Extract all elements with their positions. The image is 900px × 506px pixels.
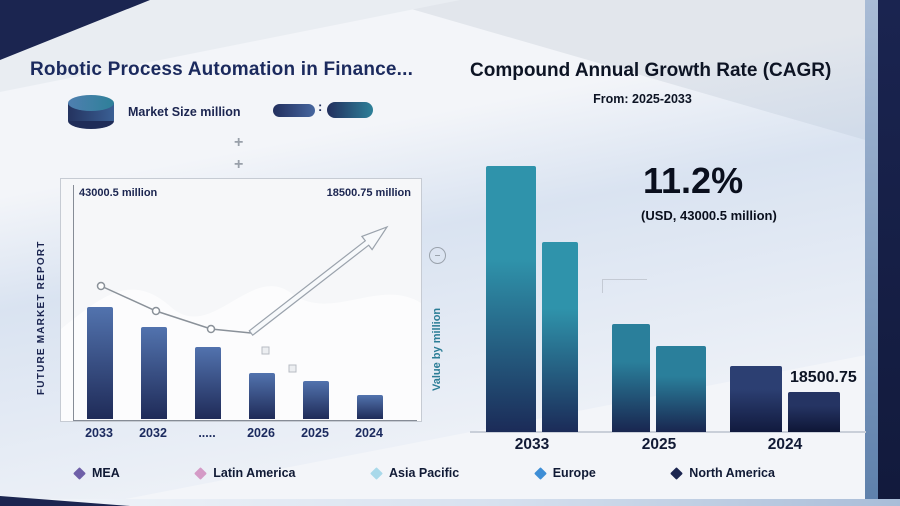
cagr-group-2033: 2033 [486, 166, 578, 456]
legend-item-asia-pacific: Asia Pacific [370, 466, 460, 480]
cagr-axis-label: 2024 [767, 436, 803, 453]
value-label-2024: 18500.75 million [326, 187, 411, 199]
cagr-bar [656, 346, 706, 432]
right-edge-navy-strip [878, 0, 900, 506]
market-axis-label: ..... [198, 426, 216, 440]
market-bar-cell [127, 307, 181, 419]
corner-wedge-bottom-left [0, 496, 130, 506]
legend-label: North America [689, 466, 775, 480]
cagr-percent-value: 11.2% [643, 160, 744, 201]
diamond-icon [194, 466, 208, 480]
gradient-pill-right-icon [327, 102, 373, 118]
cagr-axis-label: 2033 [514, 436, 550, 453]
cagr-axis-label: 2025 [641, 436, 677, 453]
cagr-subtitle: From: 2025-2033 [593, 92, 692, 106]
cagr-bars [612, 324, 706, 432]
market-axis-labels: 2033 2032..... 2026 2025 2024 [72, 426, 396, 440]
market-bar-2032 [141, 327, 167, 419]
gradient-pill-left-icon [273, 104, 315, 117]
market-axis-label: 2024 [355, 426, 383, 440]
cagr-bar [730, 366, 782, 432]
region-legend: MEA Latin America Asia Pacific Europe North … [73, 466, 775, 480]
market-axis-label: 2033 [85, 426, 113, 440]
legend-label: Asia Pacific [389, 466, 460, 480]
legend-item-north-america: North America [670, 466, 775, 480]
legend-label: Europe [552, 466, 596, 480]
legend-label: MEA [92, 466, 120, 480]
cagr-usd-note: (USD, 43000.5 million) [641, 208, 777, 223]
circle-minus-icon: – [429, 247, 446, 264]
diamond-icon [73, 466, 86, 480]
legend-item-europe: Europe [533, 466, 596, 480]
cagr-group-2024: 2024 [730, 366, 840, 456]
cagr-bar [542, 242, 578, 432]
market-bar-cell [343, 307, 397, 419]
market-bar-2025 [303, 381, 329, 419]
market-bar-..... [195, 347, 221, 419]
diamond-icon [370, 466, 383, 480]
market-axis-label: 2025 [301, 426, 329, 440]
market-size-legend-label: Market Size million [128, 105, 241, 119]
market-bar-cell [235, 307, 289, 419]
diamond-icon [533, 466, 547, 480]
cagr-bars [486, 166, 578, 432]
diamond-icon [670, 466, 684, 480]
cagr-bars [730, 366, 840, 432]
cagr-bar [612, 324, 650, 432]
cagr-bar [788, 392, 840, 432]
market-bar-cell [289, 307, 343, 419]
cagr-title: Compound Annual Growth Rate (CAGR) [470, 60, 832, 81]
cagr-bar [486, 166, 536, 432]
step-line [602, 279, 647, 293]
market-axis-label: 2026 [247, 426, 275, 440]
chart-value-labels: 43000.5 million 18500.75 million [79, 187, 411, 199]
end-value-label: 18500.75 [790, 369, 857, 386]
value-label-2033: 43000.5 million [79, 187, 158, 199]
market-bar-2026 [249, 373, 275, 419]
legend-item-latin-america: Latin America [194, 466, 296, 480]
cagr-group-2025: 2025 [612, 324, 706, 456]
market-size-chart: 43000.5 million 18500.75 million [60, 178, 422, 422]
chart-axes [73, 185, 417, 421]
cylinder-icon [68, 95, 114, 129]
market-axis-label: 2032 [139, 426, 167, 440]
report-title: Robotic Process Automation in Finance... [30, 59, 414, 80]
plus-icon: + [234, 134, 244, 151]
market-bar-2024 [357, 395, 383, 419]
market-bar-cell [181, 307, 235, 419]
plus-icon: + [234, 156, 244, 173]
legend-label: Latin America [213, 466, 296, 480]
right-edge-steel-strip [865, 0, 878, 506]
bottom-strip [0, 499, 900, 506]
legend-item-mea: MEA [73, 466, 120, 480]
pill-colon: : [318, 99, 323, 114]
